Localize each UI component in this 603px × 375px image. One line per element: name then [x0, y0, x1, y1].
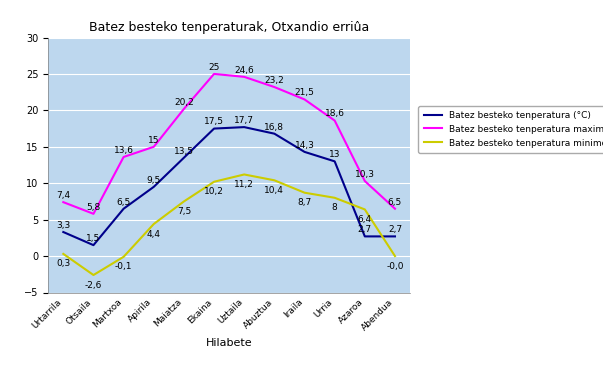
Text: 11,2: 11,2 — [235, 180, 254, 189]
Text: 13,5: 13,5 — [174, 147, 194, 156]
Text: 16,8: 16,8 — [264, 123, 285, 132]
Text: 25: 25 — [209, 63, 219, 72]
Text: 0,3: 0,3 — [56, 260, 71, 268]
Title: Batez besteko tenperaturak, Otxandio erriûa: Batez besteko tenperaturak, Otxandio err… — [89, 21, 369, 33]
Text: 24,6: 24,6 — [235, 66, 254, 75]
Text: 6,4: 6,4 — [358, 215, 372, 224]
Legend: Batez besteko tenperatura (°C), Batez besteko tenperatura maximoa (°C), Batez be: Batez besteko tenperatura (°C), Batez be… — [418, 106, 603, 153]
Text: 5,8: 5,8 — [86, 202, 101, 211]
Text: 8,7: 8,7 — [297, 198, 312, 207]
Text: 13: 13 — [329, 150, 341, 159]
Text: 10,4: 10,4 — [265, 186, 284, 195]
Text: 23,2: 23,2 — [265, 76, 284, 85]
Text: 15: 15 — [148, 136, 160, 145]
Text: 17,5: 17,5 — [204, 117, 224, 126]
Text: -0,1: -0,1 — [115, 262, 133, 271]
Text: 3,3: 3,3 — [56, 221, 71, 230]
Text: 7,5: 7,5 — [177, 207, 191, 216]
Text: -0,0: -0,0 — [386, 262, 404, 271]
Text: 10,2: 10,2 — [204, 187, 224, 196]
Text: 14,3: 14,3 — [295, 141, 314, 150]
Text: 21,5: 21,5 — [295, 88, 314, 97]
Text: 7,4: 7,4 — [56, 191, 71, 200]
Text: 6,5: 6,5 — [388, 198, 402, 207]
Text: 8: 8 — [332, 203, 338, 212]
Text: 18,6: 18,6 — [324, 110, 345, 118]
Text: 10,3: 10,3 — [355, 170, 375, 179]
Text: 6,5: 6,5 — [116, 198, 131, 207]
Text: -2,6: -2,6 — [85, 280, 102, 290]
Text: 17,7: 17,7 — [234, 116, 254, 125]
Text: 13,6: 13,6 — [113, 146, 134, 155]
Text: 9,5: 9,5 — [147, 176, 161, 185]
Text: 2,7: 2,7 — [388, 225, 402, 234]
Text: 20,2: 20,2 — [174, 98, 194, 107]
Text: 4,4: 4,4 — [147, 230, 161, 238]
Text: 1,5: 1,5 — [86, 234, 101, 243]
Text: 2,7: 2,7 — [358, 225, 372, 234]
X-axis label: Hilabete: Hilabete — [206, 338, 253, 348]
